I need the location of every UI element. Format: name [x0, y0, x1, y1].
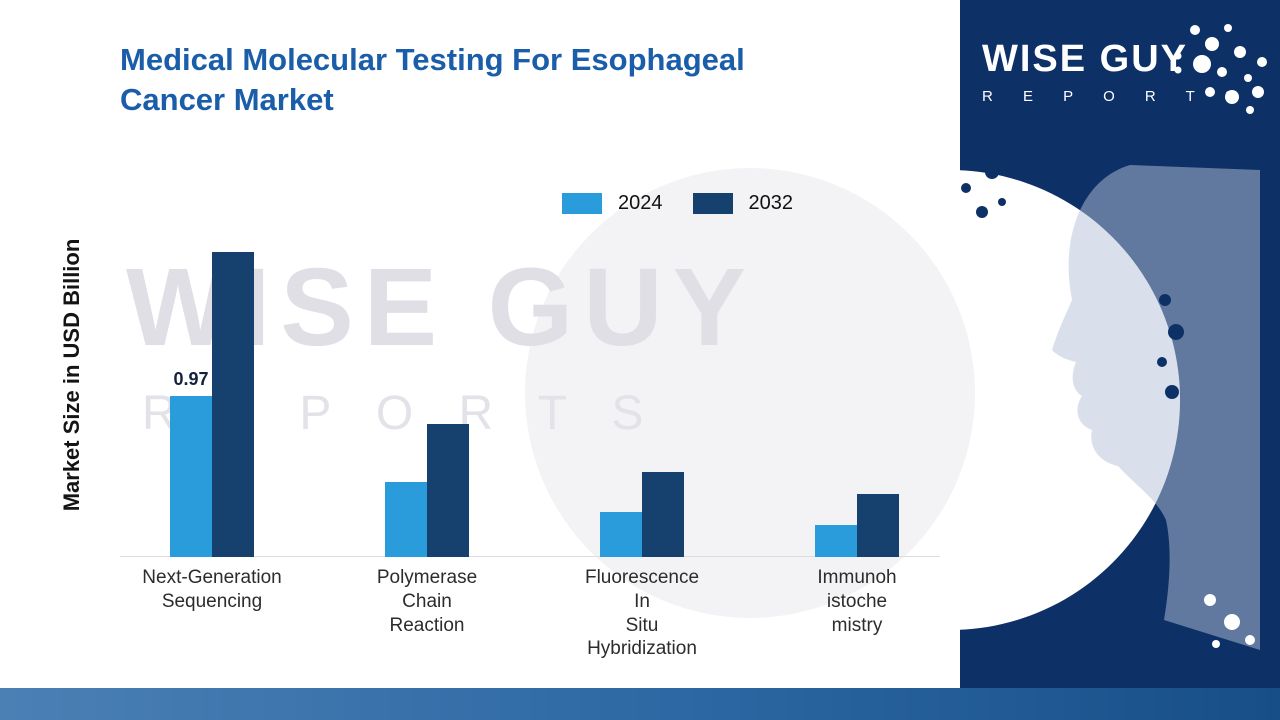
value-label-2024-next-generation-sequencing: 0.97 — [173, 369, 209, 389]
category-label-fluorescence-in-situ-hybridization: Fluorescence In Situ Hybridization — [584, 567, 700, 660]
bar-2032-fluorescence-in-situ-hybridization — [642, 472, 684, 557]
bar-group-polymerase-chain-reaction — [385, 424, 469, 557]
dot-pattern-top — [1174, 24, 1267, 114]
legend-label-2024: 2024 — [618, 192, 663, 214]
axis-baseline — [120, 556, 940, 557]
bar-group-immunohistochemistry — [815, 494, 899, 557]
bar-group-fluorescence-in-situ-hybridization — [600, 472, 684, 557]
bar-2024-fluorescence-in-situ-hybridization — [600, 512, 642, 557]
legend-label-2032: 2032 — [748, 192, 794, 214]
brand-panel — [960, 0, 1280, 720]
legend-swatch-2032 — [692, 193, 733, 214]
bar-2032-polymerase-chain-reaction — [427, 424, 469, 557]
legend-swatch-2024 — [562, 193, 602, 214]
bar-2032-immunohistochemistry — [857, 494, 899, 557]
bar-2024-immunohistochemistry — [815, 525, 857, 557]
page-title: Medical Molecular Testing For Esophageal… — [120, 42, 745, 118]
dot-pattern-bottom — [1204, 594, 1255, 648]
logo-reports: R E P O R T S — [982, 88, 1248, 105]
bar-2024-polymerase-chain-reaction — [385, 482, 427, 557]
category-label-next-generation-sequencing: Next-Generation Sequencing — [142, 567, 282, 612]
dot-pattern-left — [961, 140, 1184, 399]
logo-wiseguy: WISE GUY — [982, 38, 1189, 80]
legend-item-2032: 2032 — [692, 192, 794, 215]
brand-logo: WISE GUY R E P O R T S — [982, 38, 1262, 105]
category-label-immunohistochemistry: Immunoh istoche mistry — [817, 567, 897, 636]
category-label-polymerase-chain-reaction: Polymerase Chain Reaction — [376, 567, 478, 636]
bar-2032-next-generation-sequencing — [212, 252, 254, 557]
bar-2024-next-generation-sequencing: 0.97 — [170, 369, 212, 557]
bar-group-next-generation-sequencing: 0.97 — [170, 252, 254, 557]
face-silhouette — [1052, 165, 1260, 650]
bottom-bar — [0, 688, 1280, 720]
legend-item-2024: 2024 — [562, 192, 663, 215]
legend: 2024 2032 — [562, 192, 793, 215]
